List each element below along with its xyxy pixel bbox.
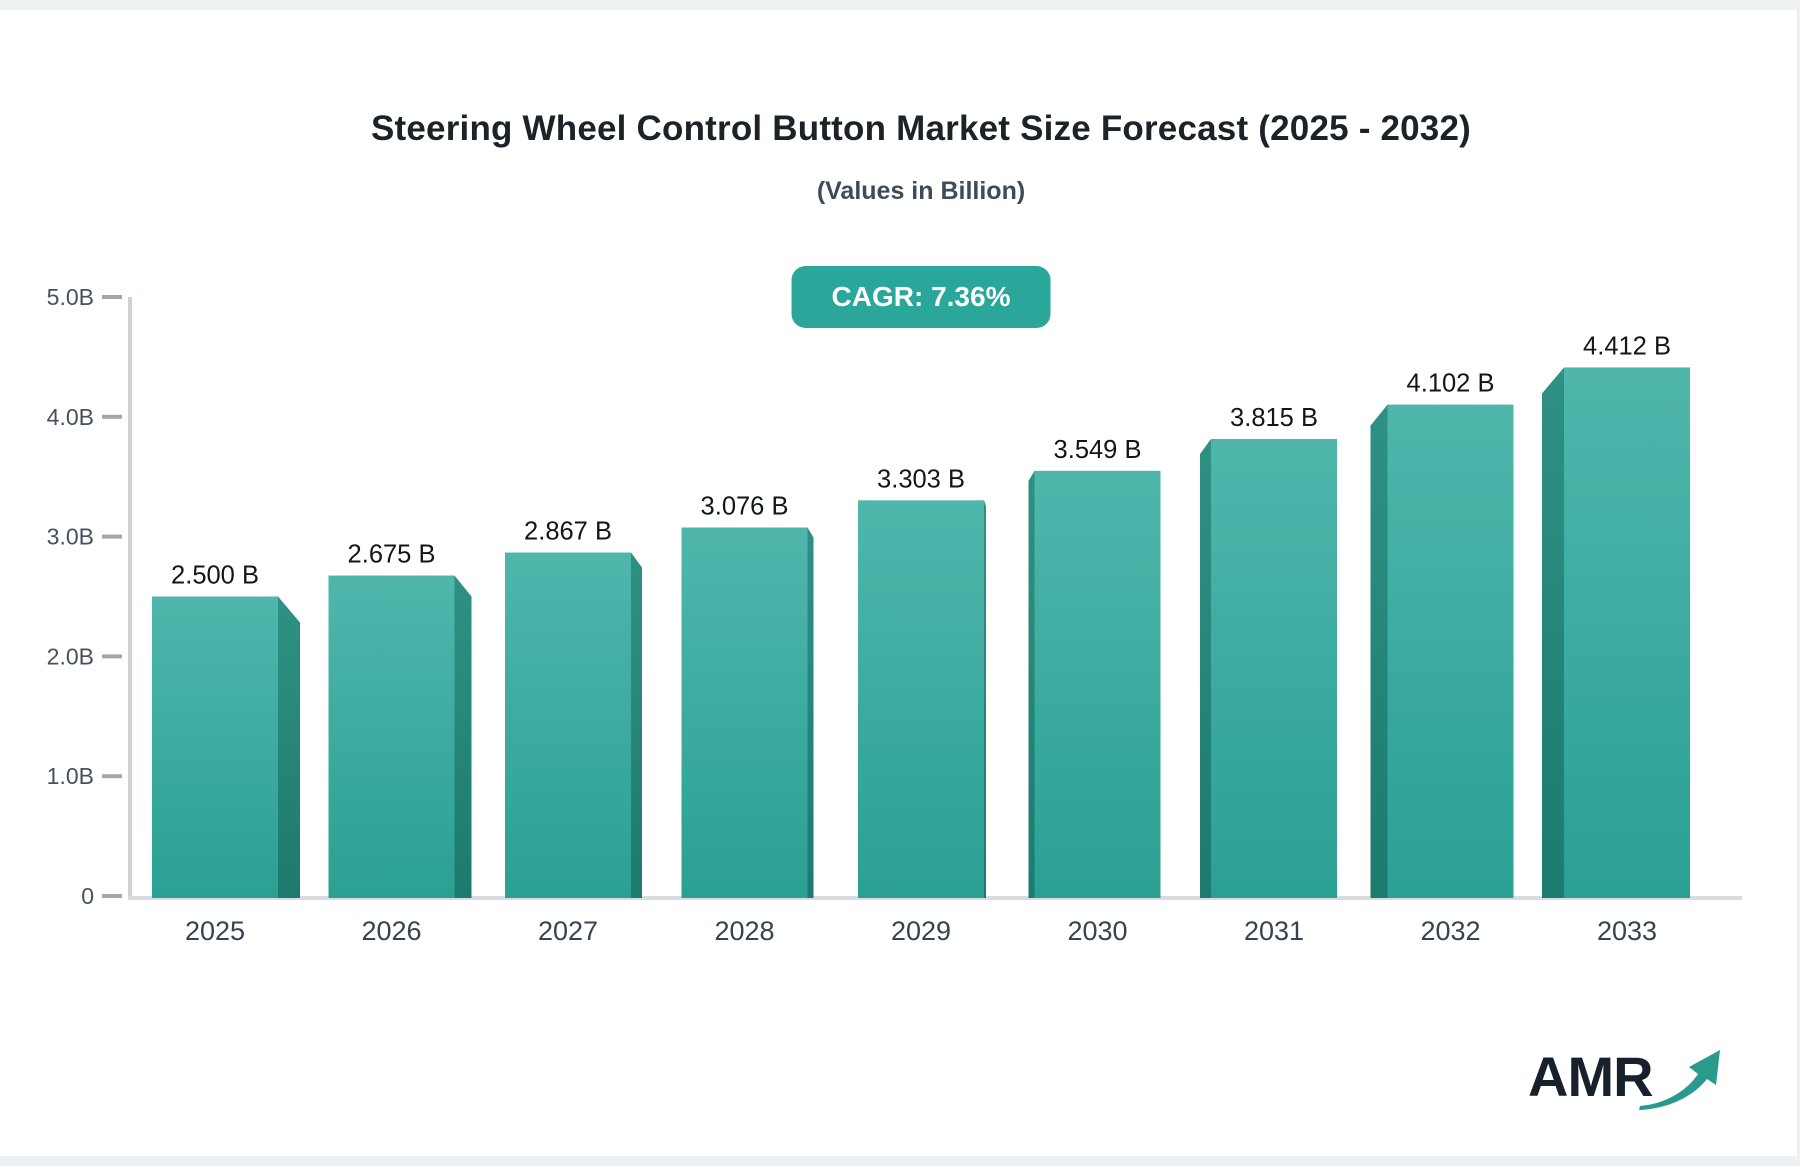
y-axis-tick xyxy=(102,654,122,659)
bar-value-label: 3.303 B xyxy=(877,465,965,493)
bar-front-face xyxy=(328,575,455,898)
y-axis-tick-label: 4.0B xyxy=(47,404,94,430)
y-axis-tick xyxy=(102,414,122,419)
bar-group: 2.867 B 2027 xyxy=(505,518,642,946)
bar-value-label: 2.500 B xyxy=(171,562,259,590)
x-axis-category-label: 2032 xyxy=(1420,916,1480,946)
bar-side-face xyxy=(1370,404,1388,898)
bar-value-label: 3.076 B xyxy=(701,492,789,520)
bar-front-face xyxy=(1387,404,1514,898)
bar-group: 4.412 B 2033 xyxy=(1542,332,1690,946)
bar-front-face xyxy=(858,500,984,898)
bar-group: 3.303 B 2029 xyxy=(858,465,986,946)
cagr-badge-label: CAGR: 7.36% xyxy=(831,281,1011,312)
bar-side-face xyxy=(278,596,300,898)
x-axis-category-label: 2031 xyxy=(1244,916,1304,946)
bar-value-label: 2.867 B xyxy=(524,518,612,546)
x-axis-category-label: 2030 xyxy=(1067,916,1127,946)
bar-group: 2.675 B 2026 xyxy=(328,541,472,946)
chart-card: Steering Wheel Control Button Market Siz… xyxy=(0,10,1798,1156)
bar-side-face xyxy=(1200,438,1211,898)
bar-side-face xyxy=(454,575,472,898)
y-axis-tick xyxy=(102,534,122,539)
y-axis-tick xyxy=(102,774,122,779)
bar-value-label: 4.412 B xyxy=(1583,332,1671,360)
bar-group: 3.815 B 2031 xyxy=(1200,404,1337,946)
x-axis-category-label: 2033 xyxy=(1597,916,1657,946)
x-axis-category-label: 2028 xyxy=(714,916,774,946)
chart-title: Steering Wheel Control Button Market Siz… xyxy=(370,109,1471,148)
bar-group: 4.102 B 2032 xyxy=(1370,370,1514,946)
bar-front-face xyxy=(152,596,278,898)
y-axis-tick-label: 1.0B xyxy=(47,763,94,789)
growth-arrow-icon xyxy=(1639,1050,1720,1110)
bar-value-label: 2.675 B xyxy=(348,541,436,569)
bar-value-label: 3.815 B xyxy=(1230,404,1318,432)
y-axis-tick-label: 2.0B xyxy=(47,643,94,669)
y-axis-line xyxy=(128,297,132,898)
x-axis-category-label: 2029 xyxy=(891,916,951,946)
bar-front-face xyxy=(1211,438,1337,898)
bar-side-face xyxy=(631,552,642,898)
bar-side-face xyxy=(984,500,986,898)
bar-front-face xyxy=(505,552,631,898)
y-axis-tick-label: 5.0B xyxy=(47,284,94,310)
bar-front-face xyxy=(1034,470,1161,898)
amr-logo-text: AMR xyxy=(1528,1045,1653,1108)
bar-side-face xyxy=(1028,470,1035,898)
bar-value-label: 4.102 B xyxy=(1407,370,1495,398)
chart-subtitle: (Values in Billion) xyxy=(816,177,1026,205)
y-axis-tick-label: 0 xyxy=(81,883,94,909)
cagr-badge: CAGR: 7.36% xyxy=(791,266,1051,328)
amr-logo-graphic: AMR xyxy=(1528,1045,1720,1110)
y-axis-tick-label: 3.0B xyxy=(47,524,94,550)
x-axis-category-label: 2025 xyxy=(185,916,245,946)
bar-front-face xyxy=(681,527,808,898)
amr-logo: AMR xyxy=(1528,1036,1738,1120)
bar-group: 3.076 B 2028 xyxy=(681,492,814,946)
bar-group: 3.549 B 2030 xyxy=(1028,436,1161,946)
bar-value-label: 3.549 B xyxy=(1054,436,1142,464)
x-axis-category-label: 2026 xyxy=(361,916,421,946)
bar-front-face xyxy=(1564,367,1690,899)
bar-side-face xyxy=(807,527,814,898)
y-axis-tick xyxy=(102,894,122,898)
bar-group: 2.500 B 2025 xyxy=(152,562,300,946)
x-axis-category-label: 2027 xyxy=(538,916,598,946)
y-axis-tick xyxy=(102,295,122,299)
bar-side-face xyxy=(1542,367,1564,899)
